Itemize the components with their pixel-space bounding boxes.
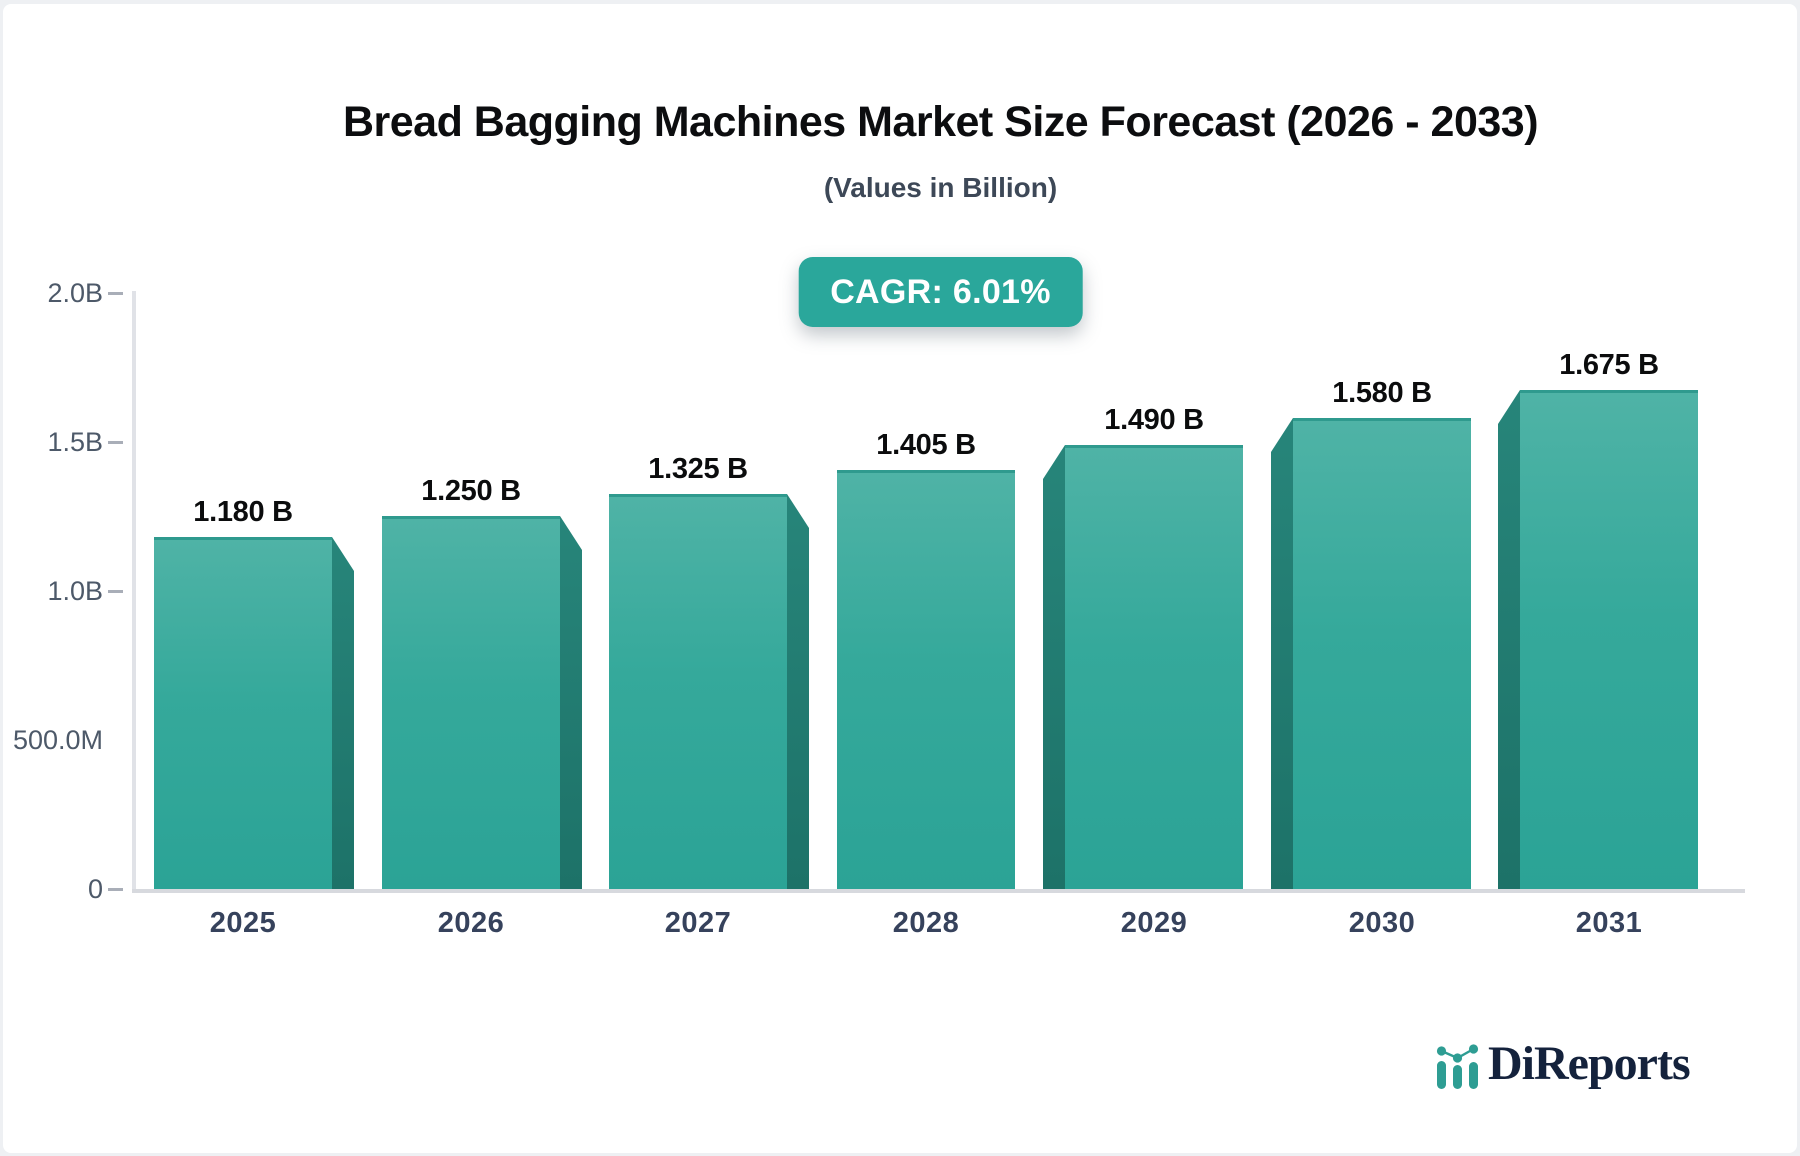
y-axis-tick-mark bbox=[108, 888, 123, 891]
y-axis-tick-label: 500.0M bbox=[12, 725, 103, 755]
bar-face bbox=[1065, 445, 1243, 889]
chart-subtitle: (Values in Billion) bbox=[823, 172, 1058, 203]
bar-value-label: 1.325 B bbox=[648, 453, 748, 485]
bar-face bbox=[837, 470, 1015, 889]
x-axis-label: 2025 bbox=[209, 907, 277, 939]
bar-face bbox=[1520, 390, 1698, 889]
bar-side bbox=[787, 494, 809, 889]
bar-side bbox=[332, 537, 354, 889]
y-axis-tick-label: 1.5B bbox=[47, 427, 103, 457]
bar-2026 bbox=[382, 516, 582, 889]
x-axis-label: 2027 bbox=[664, 907, 732, 939]
bar-face bbox=[382, 516, 560, 889]
bar-side bbox=[1498, 390, 1520, 889]
bar-2028 bbox=[837, 470, 1015, 889]
y-axis-tick-mark bbox=[108, 292, 123, 295]
chart-card: Bread Bagging Machines Market Size Forec… bbox=[3, 4, 1797, 1153]
x-axis-label: 2030 bbox=[1348, 907, 1416, 939]
bar-face bbox=[154, 537, 332, 889]
bar-2029 bbox=[1043, 445, 1243, 889]
bar-value-label: 1.405 B bbox=[876, 429, 976, 461]
y-axis-line bbox=[132, 291, 136, 893]
y-axis-tick-label: 0 bbox=[87, 874, 103, 904]
bar-value-label: 1.250 B bbox=[421, 475, 521, 507]
bar-2031 bbox=[1498, 390, 1698, 889]
cagr-badge: CAGR: 6.01% bbox=[798, 257, 1083, 327]
y-axis-tick-label: 2.0B bbox=[47, 278, 103, 308]
bar-2025 bbox=[154, 537, 354, 889]
bar-value-label: 1.675 B bbox=[1559, 349, 1659, 381]
bar-2030 bbox=[1271, 418, 1471, 889]
bar-2027 bbox=[609, 494, 809, 889]
bar-face bbox=[1293, 418, 1471, 889]
y-axis-tick-mark bbox=[108, 441, 123, 444]
direports-logo-text: DiReports bbox=[1488, 1036, 1691, 1090]
x-axis-label: 2031 bbox=[1575, 907, 1643, 939]
bar-face bbox=[609, 494, 787, 889]
direports-logo-icon bbox=[1436, 1044, 1479, 1089]
chart-title: Bread Bagging Machines Market Size Forec… bbox=[342, 98, 1539, 146]
bar-side bbox=[560, 516, 582, 889]
brand-logo: DiReports bbox=[1435, 1034, 1691, 1092]
y-axis-tick-label: 1.0B bbox=[47, 576, 103, 606]
bar-value-label: 1.490 B bbox=[1104, 404, 1204, 436]
bar-side bbox=[1043, 445, 1065, 889]
bar-value-label: 1.180 B bbox=[193, 496, 293, 528]
x-axis-baseline bbox=[132, 889, 1745, 893]
bar-value-label: 1.580 B bbox=[1332, 377, 1432, 409]
y-axis-tick-mark bbox=[108, 590, 123, 593]
x-axis-label: 2026 bbox=[437, 907, 505, 939]
x-axis-label: 2028 bbox=[892, 907, 960, 939]
bar-side bbox=[1271, 418, 1293, 889]
x-axis-label: 2029 bbox=[1120, 907, 1188, 939]
chart-header: Bread Bagging Machines Market Size Forec… bbox=[136, 4, 1745, 344]
